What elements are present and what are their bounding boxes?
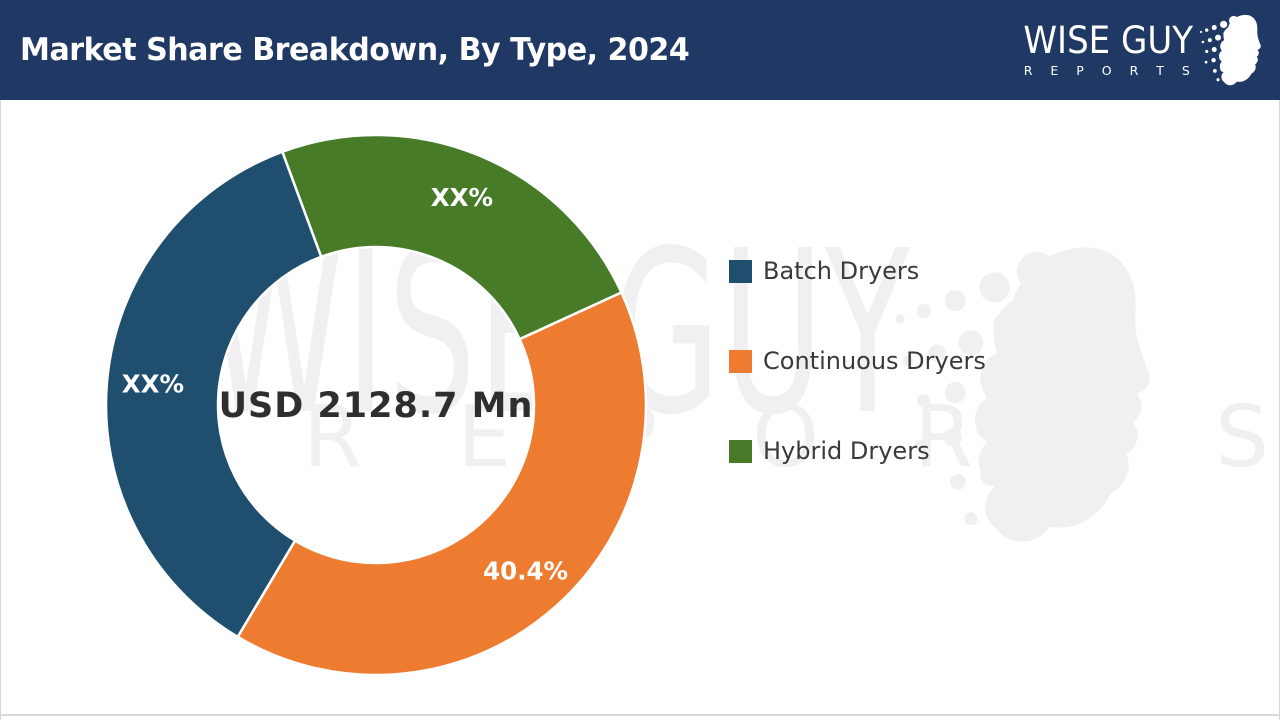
- wise-guy-logo: WISE GUY R E P O R T S: [1016, 11, 1262, 90]
- legend-label-batch-dryers: Batch Dryers: [763, 257, 920, 285]
- header-bar: Market Share Breakdown, By Type, 2024 WI…: [0, 0, 1280, 100]
- donut-center-label: USD 2128.7 Mn: [219, 386, 534, 426]
- legend-label-continuous-dryers: Continuous Dryers: [763, 347, 986, 375]
- bottom-divider: [0, 714, 1280, 716]
- legend-item-batch-dryers: Batch Dryers: [729, 256, 919, 286]
- logo-face-icon: [1199, 14, 1261, 85]
- page-title: Market Share Breakdown, By Type, 2024: [20, 32, 690, 68]
- logo-text: WISE GUY R E P O R T S: [1016, 22, 1200, 78]
- legend-swatch-batch-dryers: [729, 259, 752, 283]
- donut-slice-continuous-dryers: [236, 291, 648, 677]
- chart-area: WISE GUY R E P O R T S XX% 40.4% XX% USD 21…: [0, 100, 1280, 720]
- logo-name-text: WISE GUY: [1022, 19, 1193, 62]
- donut-slice-hybrid-dryers: [281, 133, 623, 341]
- legend-item-hybrid-dryers: Hybrid Dryers: [729, 436, 930, 466]
- legend-label-hybrid-dryers: Hybrid Dryers: [763, 437, 930, 465]
- donut-slice-batch-dryers: [104, 150, 323, 639]
- donut-chart: XX% 40.4% XX% USD 2128.7 Mn: [104, 133, 648, 677]
- slice-label-batch-dryers: XX%: [122, 370, 184, 399]
- legend-swatch-continuous-dryers: [729, 349, 752, 373]
- legend-item-continuous-dryers: Continuous Dryers: [729, 346, 986, 376]
- slice-label-hybrid-dryers: XX%: [431, 183, 493, 212]
- legend-swatch-hybrid-dryers: [729, 439, 752, 463]
- slice-label-continuous-dryers: 40.4%: [483, 557, 568, 586]
- logo-reports-text: R E P O R T S: [1023, 63, 1197, 78]
